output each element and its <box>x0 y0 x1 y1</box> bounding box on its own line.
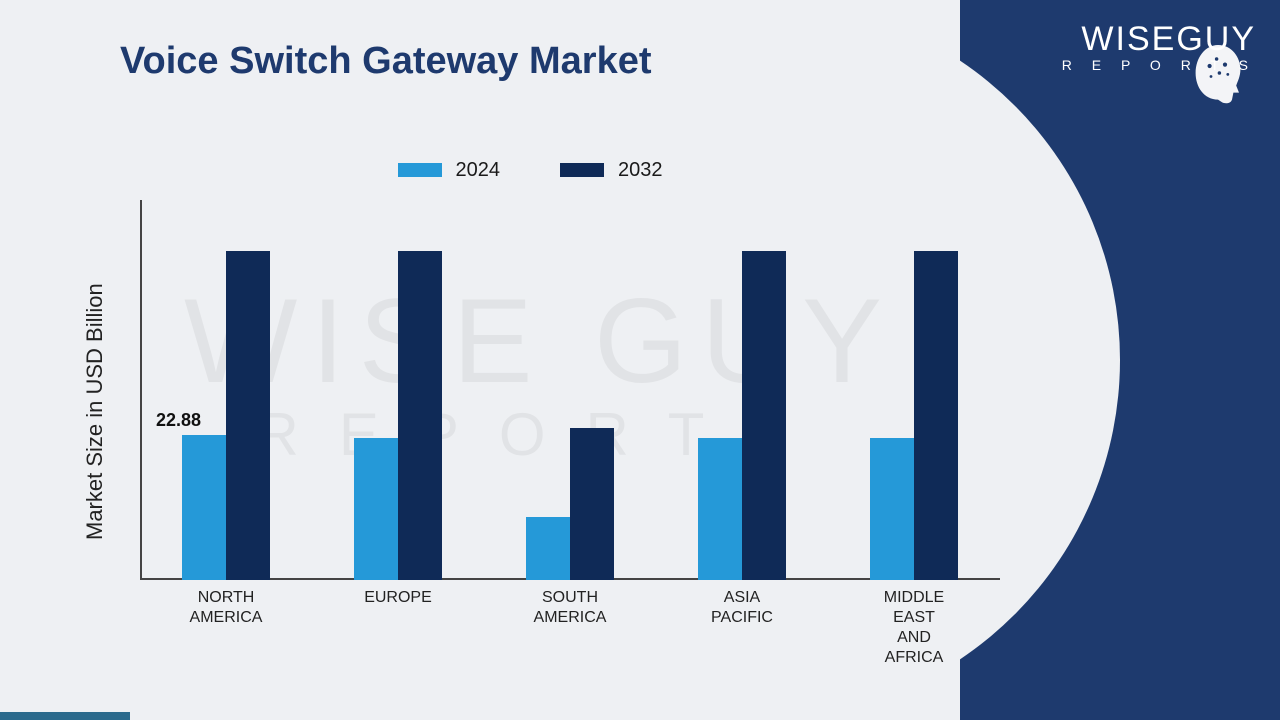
x-axis-label: NORTHAMERICA <box>156 580 296 690</box>
bar <box>914 251 958 580</box>
legend-item-2024: 2024 <box>398 159 501 182</box>
x-axis-label: MIDDLEEASTANDAFRICA <box>844 580 984 690</box>
bar <box>870 438 914 581</box>
legend-swatch-2024 <box>398 163 442 177</box>
bar <box>182 435 226 580</box>
bar <box>226 251 270 580</box>
bar-groups: 22.88 <box>140 200 1000 580</box>
legend: 2024 2032 <box>60 150 1000 190</box>
bar-group <box>500 200 640 580</box>
bar <box>570 428 614 580</box>
stage: WISEGUY R E P O R T S Voice Switch Gatew… <box>0 0 1280 720</box>
head-silhouette-icon <box>1176 38 1246 108</box>
bar <box>526 517 570 580</box>
legend-item-2032: 2032 <box>560 159 663 182</box>
bar <box>398 251 442 580</box>
bar <box>698 438 742 581</box>
bar-value-label: 22.88 <box>156 410 201 431</box>
x-axis-label: ASIAPACIFIC <box>672 580 812 690</box>
bar <box>742 251 786 580</box>
chart-area: Market Size in USD Billion 2024 2032 22.… <box>60 150 1000 690</box>
bar <box>354 438 398 581</box>
x-axis-labels: NORTHAMERICA EUROPE SOUTHAMERICA ASIAPACIFI… <box>140 580 1000 690</box>
bar-group: 22.88 <box>156 200 296 580</box>
x-axis-label: SOUTHAMERICA <box>500 580 640 690</box>
legend-swatch-2032 <box>560 163 604 177</box>
x-axis-label: EUROPE <box>328 580 468 690</box>
brand-logo: WISEGUY R E P O R T S <box>1062 20 1256 73</box>
legend-label-2024: 2024 <box>456 159 501 181</box>
bar-group <box>328 200 468 580</box>
bar-group <box>672 200 812 580</box>
footer-accent-bar <box>0 712 130 720</box>
plot-region: 22.88 <box>140 200 1000 580</box>
chart-title: Voice Switch Gateway Market <box>120 40 652 83</box>
y-axis-label: Market Size in USD Billion <box>82 283 108 540</box>
bar-group <box>844 200 984 580</box>
legend-label-2032: 2032 <box>618 159 663 181</box>
